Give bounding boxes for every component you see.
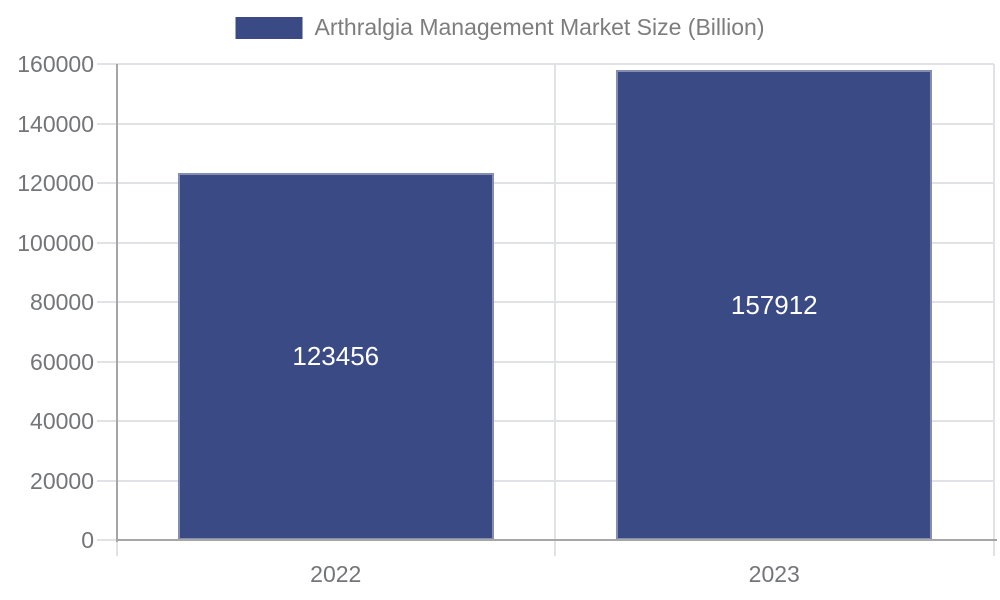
y-axis-tick-label: 100000 — [17, 229, 94, 256]
x-tick — [554, 540, 556, 556]
x-axis-line — [115, 539, 997, 541]
y-tick — [96, 63, 117, 65]
y-tick — [96, 479, 117, 482]
y-axis-tick-label: 0 — [81, 527, 94, 553]
y-axis-tick-label: 80000 — [30, 289, 94, 315]
y-axis-tick-label: 40000 — [30, 408, 94, 434]
y-tick — [96, 122, 117, 125]
x-tick — [992, 540, 995, 556]
legend: Arthralgia Management Market Size (Billi… — [235, 14, 765, 41]
y-axis-tick-label: 160000 — [17, 51, 94, 77]
y-tick — [96, 182, 117, 184]
bar-2022 — [177, 172, 494, 540]
x-axis-tick-label: 2023 — [748, 561, 800, 587]
y-tick — [96, 539, 117, 541]
x-tick — [115, 540, 118, 556]
y-axis-tick-label: 60000 — [30, 348, 94, 375]
x-axis-tick-label: 2022 — [310, 561, 362, 587]
bar-value-label: 157912 — [730, 290, 818, 321]
bar-value-label: 123456 — [292, 341, 380, 372]
y-tick — [96, 241, 117, 244]
y-tick — [96, 301, 117, 303]
bar-2023 — [616, 70, 933, 540]
y-axis-tick-label: 120000 — [17, 170, 94, 196]
legend-swatch — [235, 16, 303, 39]
x-gridline — [992, 64, 995, 540]
y-axis-tick-label: 140000 — [17, 110, 94, 137]
legend-label: Arthralgia Management Market Size (Billi… — [314, 14, 765, 40]
y-tick — [96, 420, 117, 422]
x-gridline — [554, 64, 556, 540]
y-axis-line — [115, 64, 118, 542]
y-axis-tick-label: 20000 — [30, 467, 94, 494]
y-tick — [96, 360, 117, 363]
